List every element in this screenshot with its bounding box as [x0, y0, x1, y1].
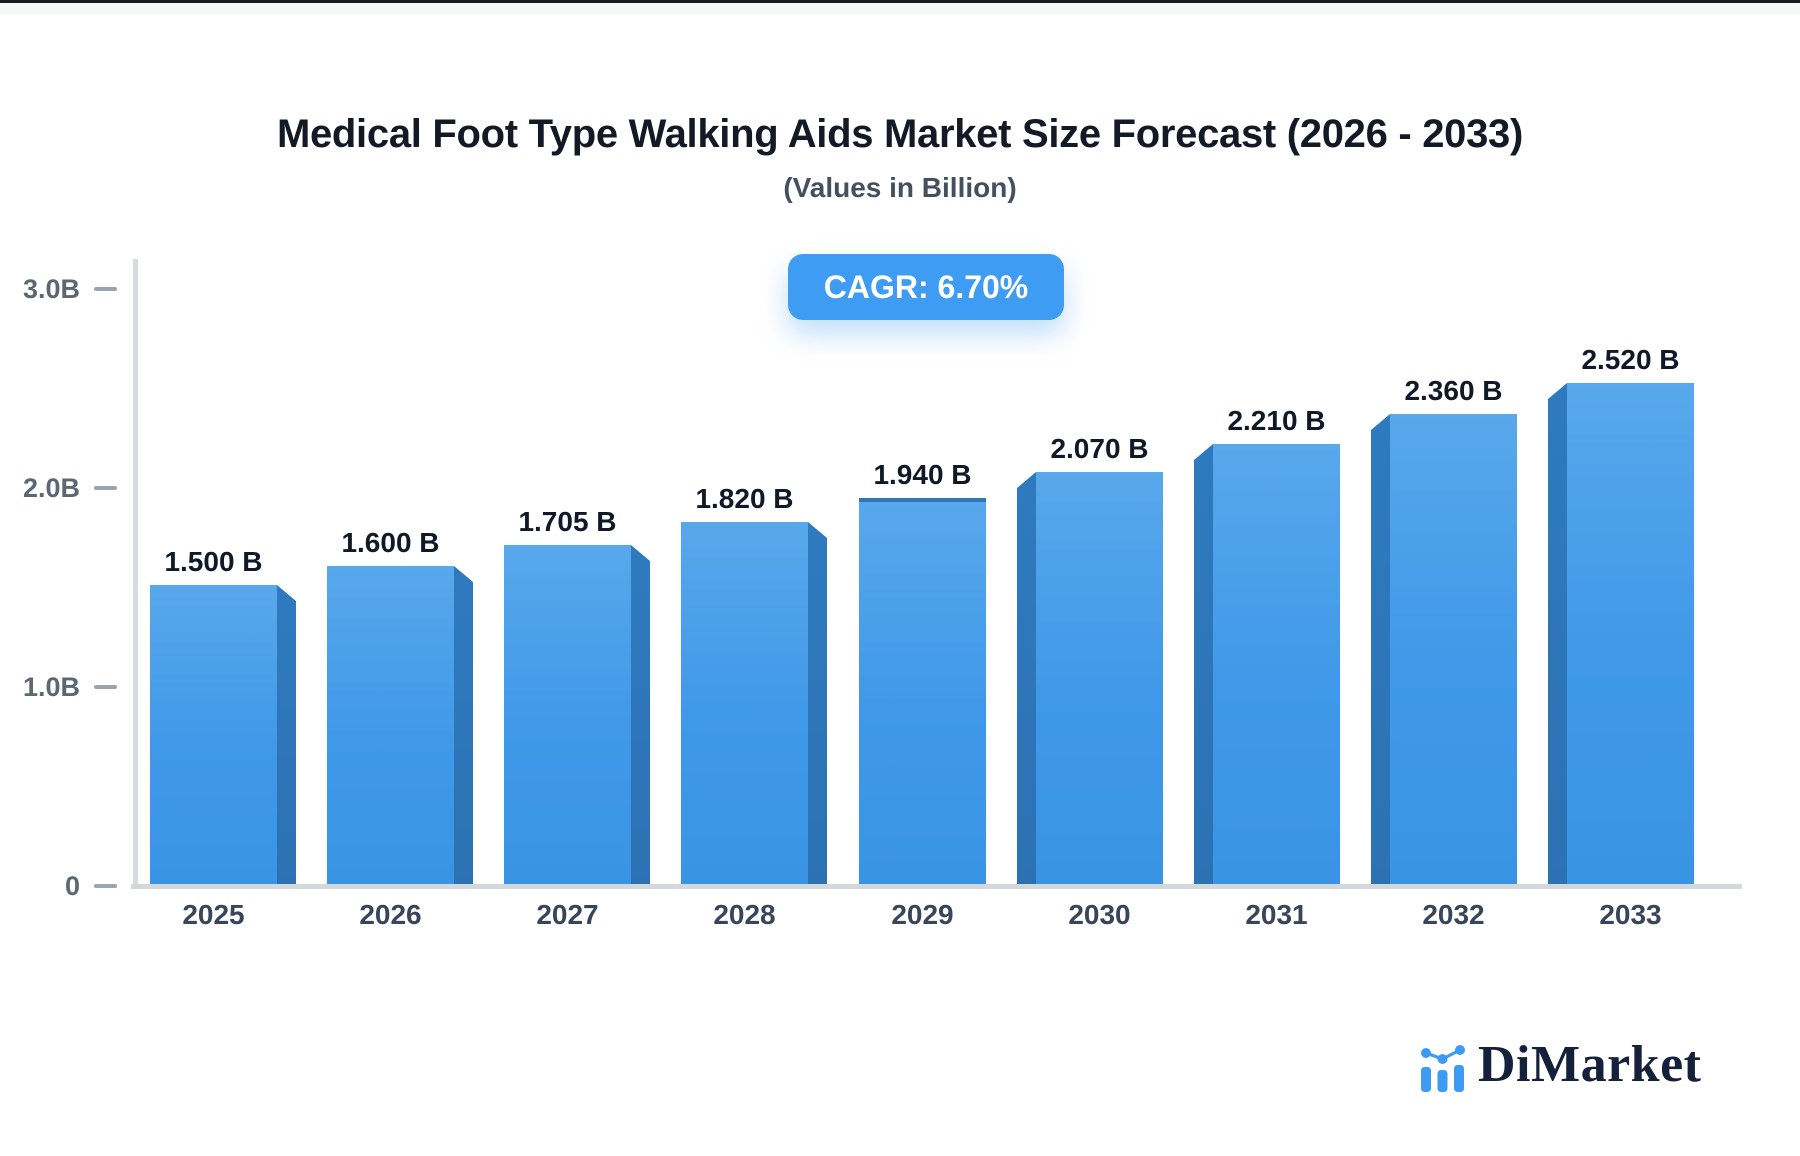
- bar-2030[interactable]: [1036, 472, 1163, 884]
- bar-value-label-2030: 2.070 B: [1050, 433, 1149, 464]
- bar-3d-side-2033: [1548, 383, 1567, 884]
- bar-value-label-2028: 1.820 B: [695, 483, 794, 514]
- bar-2032[interactable]: [1390, 414, 1517, 884]
- cagr-badge: CAGR: 6.70%: [788, 254, 1064, 320]
- x-axis-label-2027: 2027: [536, 899, 599, 930]
- bar-value-label-2031: 2.210 B: [1227, 405, 1326, 436]
- x-axis-label-2031: 2031: [1245, 899, 1308, 930]
- bar-value-label-2032: 2.360 B: [1404, 375, 1503, 406]
- window-top-strip: [0, 3, 1800, 14]
- bar-3d-side-2030: [1017, 472, 1036, 884]
- y-axis-tick-label-2.0B: 2.0B: [22, 473, 80, 503]
- y-axis-tick-dash: [94, 287, 117, 291]
- bar-value-label-2027: 1.705 B: [518, 506, 617, 537]
- y-axis-tick-dash: [94, 685, 117, 689]
- y-axis-tick-label-0: 0: [64, 871, 80, 901]
- y-axis-line: [133, 259, 138, 889]
- mini-bar-chart-logo-icon: [1421, 1045, 1465, 1092]
- bar-value-label-2025: 1.500 B: [164, 546, 263, 577]
- bar-value-label-2026: 1.600 B: [341, 527, 440, 558]
- x-axis-label-2028: 2028: [713, 899, 776, 930]
- x-axis-label-2033: 2033: [1599, 899, 1662, 930]
- bar-3d-side-2032: [1371, 414, 1390, 884]
- bar-3d-side-2028: [808, 522, 827, 884]
- chart-title: Medical Foot Type Walking Aids Market Si…: [276, 112, 1524, 156]
- bar-2029[interactable]: [859, 498, 986, 884]
- bar-2031[interactable]: [1213, 444, 1340, 884]
- x-axis-label-2026: 2026: [359, 899, 422, 930]
- x-axis-label-2025: 2025: [182, 899, 245, 930]
- bar-3d-side-2026: [454, 566, 473, 884]
- dimarket-logo[interactable]: DiMarket: [1420, 1030, 1701, 1094]
- bar-2026[interactable]: [327, 566, 454, 884]
- bar-value-label-2029: 1.940 B: [873, 459, 972, 490]
- window-top-edge: [0, 0, 1800, 3]
- bar-2025[interactable]: [150, 585, 277, 884]
- y-axis-tick-label-1.0B: 1.0B: [22, 672, 80, 702]
- x-axis-label-2029: 2029: [891, 899, 954, 930]
- bar-2033[interactable]: [1567, 383, 1694, 884]
- x-axis-label-2030: 2030: [1068, 899, 1131, 930]
- y-axis-tick-dash: [94, 486, 117, 490]
- bar-3d-side-2025: [277, 585, 296, 884]
- chart-subtitle: (Values in Billion): [783, 172, 1017, 203]
- bar-2028[interactable]: [681, 522, 808, 884]
- bar-value-label-2033: 2.520 B: [1581, 344, 1680, 375]
- y-axis-tick-dash: [94, 884, 117, 888]
- bar-3d-side-2027: [631, 545, 650, 884]
- y-axis-tick-label-3.0B: 3.0B: [22, 274, 80, 304]
- x-axis-line: [131, 884, 1742, 889]
- bar-2027[interactable]: [504, 545, 631, 884]
- x-axis-label-2032: 2032: [1422, 899, 1485, 930]
- bar-3d-side-2031: [1194, 444, 1213, 884]
- logo-text: DiMarket: [1478, 1036, 1702, 1093]
